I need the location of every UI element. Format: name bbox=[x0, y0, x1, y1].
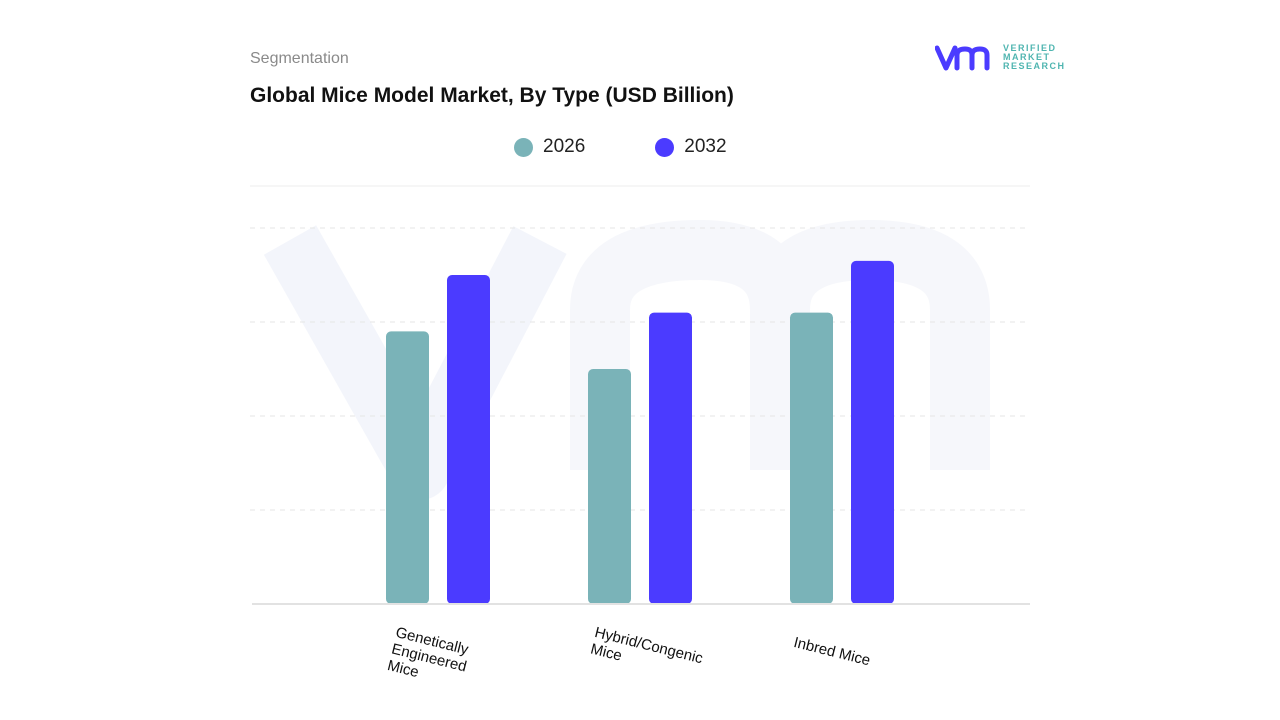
legend: 2026 2032 bbox=[514, 136, 727, 158]
logo: VERIFIED MARKET RESEARCH bbox=[935, 44, 1066, 71]
legend-marker bbox=[655, 137, 675, 157]
bar-2026 bbox=[790, 312, 833, 604]
logo-line: MARKET bbox=[1003, 52, 1051, 62]
logo-line: VERIFIED bbox=[1003, 43, 1057, 53]
legend-item-2026[interactable]: 2026 bbox=[514, 136, 585, 158]
vmr-logo-icon bbox=[935, 45, 990, 70]
legend-item-2032[interactable]: 2032 bbox=[655, 136, 727, 158]
bar-2032 bbox=[649, 312, 692, 604]
bar-2026 bbox=[588, 369, 631, 604]
chart-title: Global Mice Model Market, By Type (USD B… bbox=[250, 84, 734, 107]
legend-label: 2032 bbox=[684, 136, 727, 157]
section-label: Segmentation bbox=[250, 50, 349, 67]
bar-2032 bbox=[851, 260, 894, 604]
bar-2032 bbox=[447, 275, 490, 604]
bar-2026 bbox=[386, 331, 429, 604]
logo-line: RESEARCH bbox=[1003, 61, 1066, 71]
legend-label: 2026 bbox=[543, 136, 586, 157]
legend-marker bbox=[514, 137, 533, 157]
